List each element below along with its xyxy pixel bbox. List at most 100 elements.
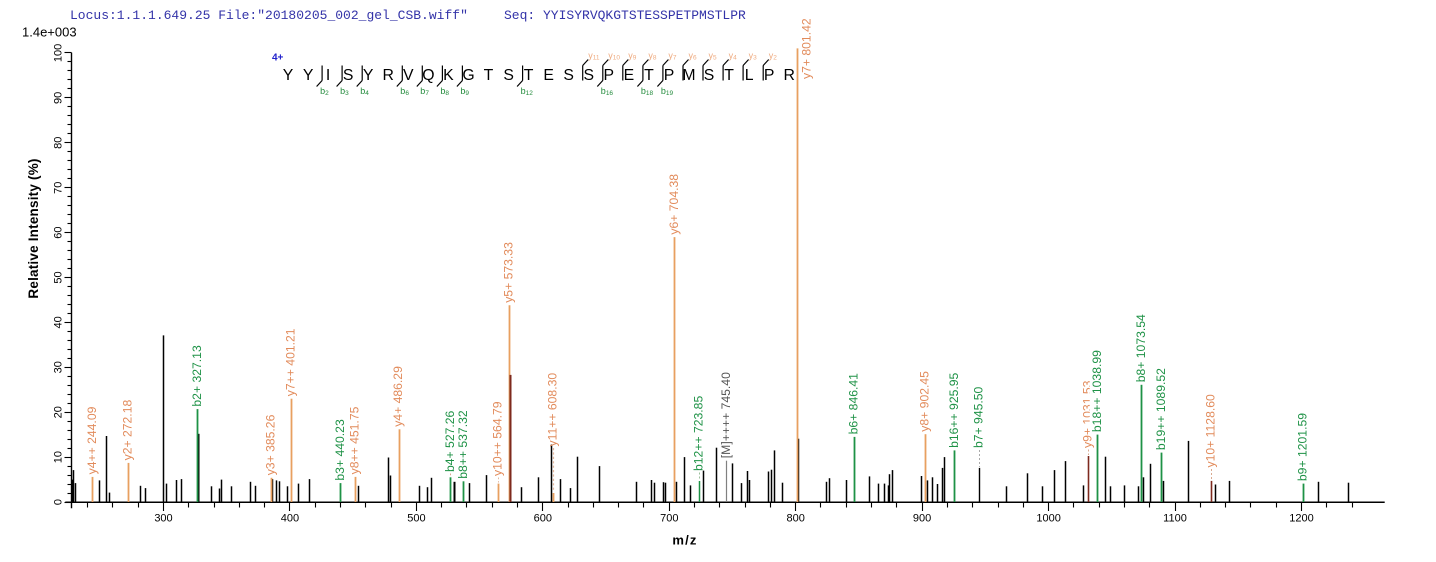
svg-text:40: 40 [53,316,65,328]
svg-text:y11++ 608.30: y11++ 608.30 [546,373,560,447]
svg-text:S: S [704,67,715,84]
svg-text:1200: 1200 [1289,513,1313,525]
svg-text:Y: Y [303,67,314,84]
svg-text:70: 70 [53,182,65,194]
svg-text:b8+ 1073.54: b8+ 1073.54 [1134,314,1148,382]
svg-text:y6: y6 [689,50,698,61]
svg-text:y3+ 385.26: y3+ 385.26 [264,414,278,475]
svg-text:b8: b8 [440,86,449,97]
svg-text:100: 100 [53,44,65,62]
svg-text:P: P [604,67,615,84]
svg-text:T: T [524,67,534,84]
svg-text:T: T [484,67,494,84]
svg-text:S: S [503,67,514,84]
svg-text:Seq: YYISYRVQKGTSTESSPETPMSTLP: Seq: YYISYRVQKGTSTESSPETPMSTLPR [504,8,746,23]
svg-text:K: K [443,67,454,84]
svg-text:b6+ 846.41: b6+ 846.41 [847,373,861,435]
svg-text:1.4e+003: 1.4e+003 [22,25,77,40]
svg-text:500: 500 [407,513,425,525]
svg-text:Y: Y [363,67,374,84]
svg-text:10: 10 [53,451,65,463]
svg-text:G: G [462,67,474,84]
svg-text:50: 50 [53,271,65,283]
svg-text:800: 800 [787,513,805,525]
svg-text:y11: y11 [588,50,600,61]
svg-text:y10: y10 [608,50,620,61]
svg-text:b18++ 1038.99: b18++ 1038.99 [1090,350,1104,432]
svg-text:b4+ 527.26: b4+ 527.26 [443,410,457,472]
svg-text:b4: b4 [360,86,369,97]
svg-text:b9+ 1201.59: b9+ 1201.59 [1296,413,1310,481]
svg-text:y10++ 564.79: y10++ 564.79 [491,401,505,476]
svg-text:b2+ 327.13: b2+ 327.13 [190,345,204,407]
svg-text:b12: b12 [521,86,534,97]
svg-text:30: 30 [53,361,65,373]
svg-text:T: T [724,67,734,84]
svg-text:b19: b19 [661,86,674,97]
svg-text:S: S [343,67,354,84]
svg-text:y10+ 1128.60: y10+ 1128.60 [1203,394,1217,468]
svg-text:700: 700 [660,513,678,525]
svg-text:Y: Y [283,67,294,84]
svg-text:b16++ 925.95: b16++ 925.95 [947,372,961,447]
svg-text:400: 400 [281,513,299,525]
svg-text:y4: y4 [729,50,738,61]
svg-text:y8+ 902.45: y8+ 902.45 [917,371,931,432]
svg-text:P: P [664,67,675,84]
svg-text:600: 600 [534,513,552,525]
svg-text:300: 300 [154,513,172,525]
svg-text:S: S [563,67,574,84]
svg-text:y2: y2 [769,50,778,61]
svg-text:1100: 1100 [1163,513,1187,525]
svg-text:90: 90 [53,92,65,104]
svg-text:L: L [745,67,754,84]
svg-text:Q: Q [422,67,434,84]
svg-text:60: 60 [53,226,65,238]
svg-text:1000: 1000 [1036,513,1060,525]
svg-text:M: M [682,67,695,84]
svg-text:y7+ 801.42: y7+ 801.42 [800,18,814,79]
svg-text:y8++ 451.75: y8++ 451.75 [348,406,362,474]
svg-text:b9: b9 [460,86,469,97]
svg-text:b7: b7 [420,86,429,97]
svg-text:y8: y8 [648,50,657,61]
svg-text:y9: y9 [628,50,637,61]
svg-text:b8++ 537.32: b8++ 537.32 [456,410,470,479]
svg-text:b12++ 723.85: b12++ 723.85 [692,396,706,471]
svg-text:y2+ 272.18: y2+ 272.18 [121,400,135,461]
svg-text:[M]++++ 745.40: [M]++++ 745.40 [719,372,733,458]
svg-text:y3: y3 [749,50,758,61]
svg-text:b7+ 945.50: b7+ 945.50 [972,386,986,448]
svg-text:E: E [543,67,554,84]
svg-text:0: 0 [53,499,65,505]
svg-text:m/z: m/z [672,533,697,548]
svg-text:E: E [624,67,635,84]
svg-text:Locus:1.1.1.649.25 File:"20180: Locus:1.1.1.649.25 File:"20180205_002_ge… [70,8,468,23]
svg-text:S: S [584,67,595,84]
svg-text:y4+ 486.29: y4+ 486.29 [391,366,405,427]
svg-text:80: 80 [53,137,65,149]
svg-text:T: T [644,67,654,84]
svg-text:I: I [326,67,330,84]
svg-text:900: 900 [913,513,931,525]
svg-text:b19++ 1089.52: b19++ 1089.52 [1154,368,1168,450]
svg-text:P: P [764,67,775,84]
svg-text:20: 20 [53,406,65,418]
svg-text:b18: b18 [641,86,654,97]
svg-text:b3: b3 [340,86,349,97]
svg-text:V: V [403,67,414,84]
svg-text:y5: y5 [709,50,718,61]
svg-text:b2: b2 [320,86,329,97]
svg-text:b3+ 440.23: b3+ 440.23 [333,419,347,481]
svg-text:y4++ 244.09: y4++ 244.09 [85,406,99,474]
svg-text:Relative Intensity (%): Relative Intensity (%) [26,158,41,298]
svg-text:R: R [783,67,794,84]
svg-text:b16: b16 [601,86,614,97]
svg-text:b6: b6 [400,86,409,97]
svg-text:y5+ 573.33: y5+ 573.33 [501,242,515,303]
svg-text:y7++ 401.21: y7++ 401.21 [284,328,298,396]
svg-text:R: R [382,67,393,84]
svg-text:4+: 4+ [272,53,284,64]
svg-text:y6+ 704.38: y6+ 704.38 [667,174,681,235]
svg-text:y7: y7 [668,50,677,61]
